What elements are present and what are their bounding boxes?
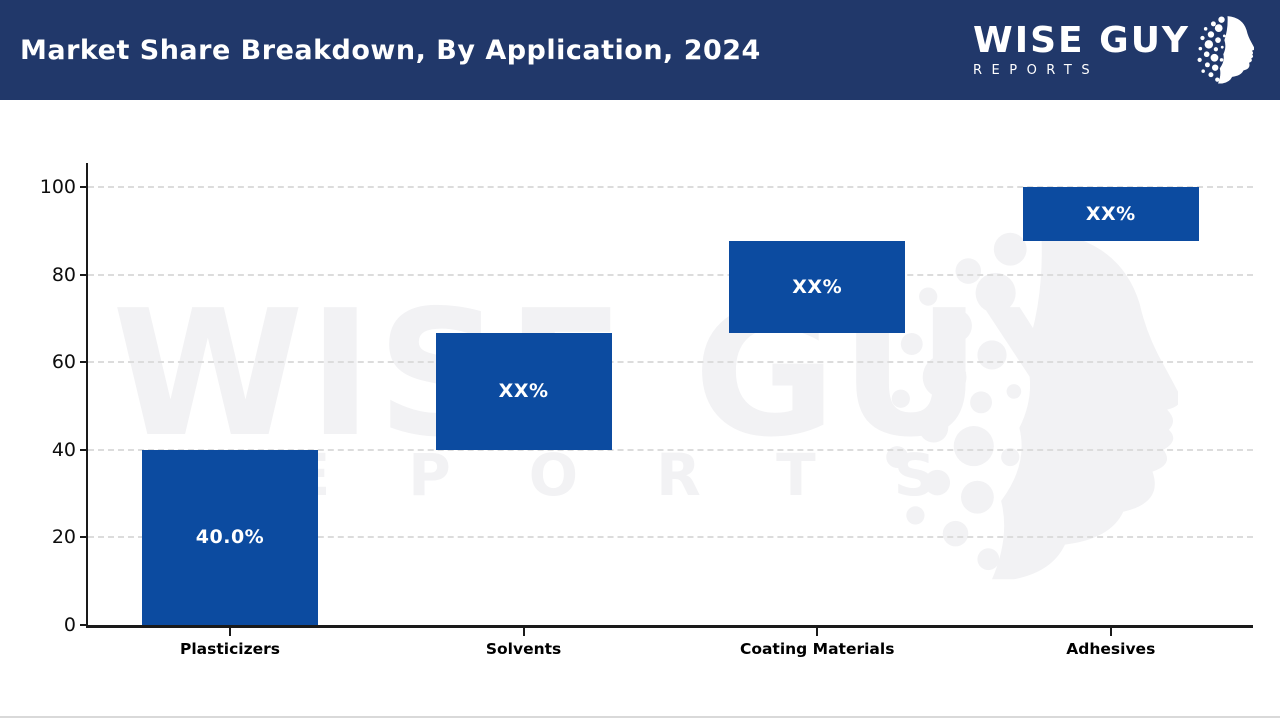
x-axis [86,625,1253,628]
x-tick-3 [816,628,819,636]
bottom-divider [0,716,1280,718]
y-tick-40 [80,448,88,451]
page-title: Market Share Breakdown, By Application, … [20,34,761,66]
x-tick-label: Adhesives [1066,640,1156,658]
brand-logo-line1: WISE GUY [972,20,1190,61]
header: Market Share Breakdown, By Application, … [0,0,1280,100]
y-tick-label: 80 [51,263,76,286]
bar-plasticizers: 40.0% [142,449,318,625]
y-axis [86,163,88,628]
bar-solvents: XX% [435,332,612,450]
x-tick-label: Plasticizers [180,640,280,658]
x-tick-label: Coating Materials [739,640,895,658]
y-tick-20 [80,536,88,539]
y-tick-0 [80,624,88,626]
bar-coating-materials: XX% [729,241,906,333]
gridline-40 [88,448,1253,451]
brand-logo: WISE GUY REPORTS [973,12,1254,88]
y-tick-label: 100 [39,176,76,198]
y-tick-100 [80,186,88,188]
bar-value-label: XX% [498,380,549,403]
y-tick-label: 0 [63,614,76,636]
bar-value-label: XX% [792,276,843,299]
y-tick-60 [80,361,88,364]
bar-value-label: XX% [1085,203,1136,226]
x-tick-4 [1109,628,1112,636]
y-tick-label: 60 [51,351,76,374]
bar-adhesives: XX% [1022,187,1199,242]
gridline-20 [88,536,1253,539]
y-tick-80 [80,273,88,276]
brand-logo-line2: REPORTS [972,63,1100,78]
watermark-face-icon [868,222,1178,590]
x-tick-label: Solvents [485,640,562,658]
x-tick-2 [522,628,525,636]
y-tick-label: 40 [51,438,76,461]
y-tick-label: 20 [51,526,76,549]
bar-value-label: 40.0% [195,526,265,549]
x-tick-1 [229,628,231,636]
gridline-100 [88,186,1253,188]
gridline-80 [88,273,1253,276]
brand-logo-face-icon [1194,12,1254,88]
gridline-60 [88,361,1253,364]
